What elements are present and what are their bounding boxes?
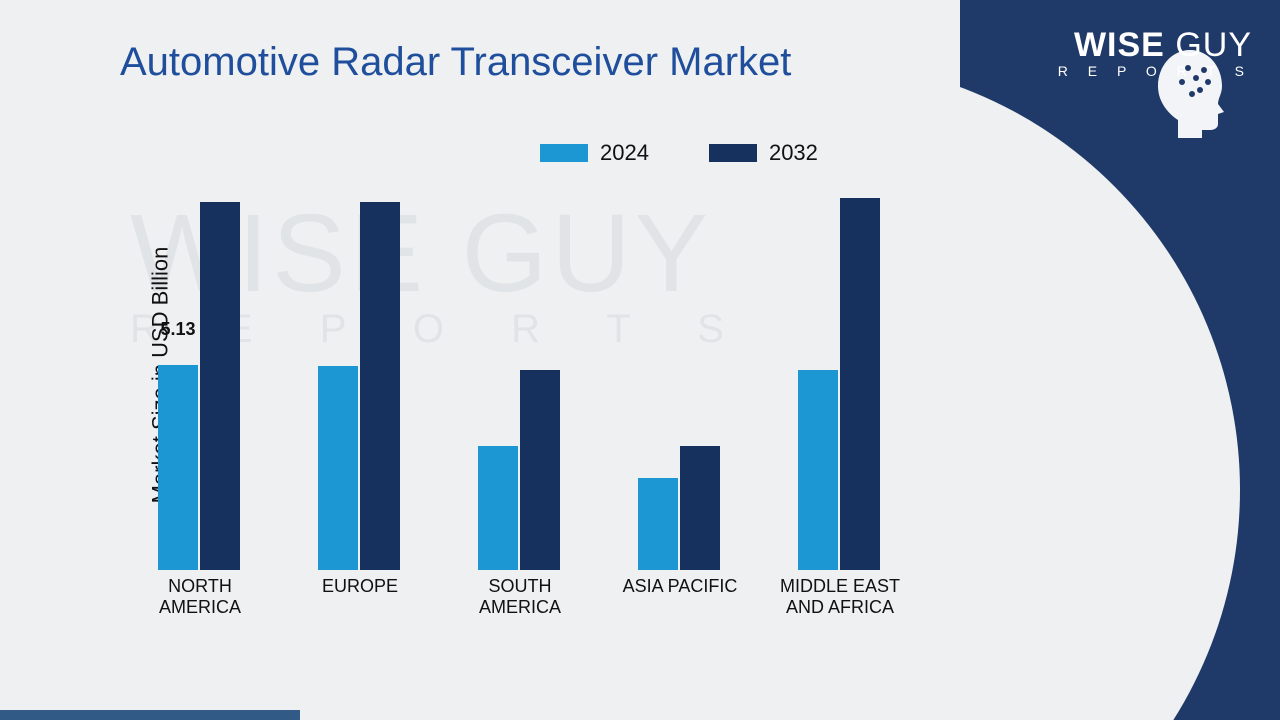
plot-area: NORTH AMERICAEUROPESOUTH AMERICAASIA PAC…	[140, 170, 940, 570]
legend-item-2032: 2032	[709, 140, 818, 166]
infographic-stage: WISE GUY R E P O R T S Automotive Radar …	[0, 0, 1280, 720]
bar	[200, 202, 240, 570]
legend-item-2024: 2024	[540, 140, 649, 166]
legend-swatch-2032	[709, 144, 757, 162]
bar	[318, 366, 358, 570]
bar-chart: Market Size in USD Billion 2024 2032 NOR…	[70, 140, 950, 610]
category-label: MIDDLE EAST AND AFRICA	[770, 570, 910, 617]
category-label: NORTH AMERICA	[130, 570, 270, 617]
bar-value-label: 5.13	[160, 319, 195, 340]
bar	[680, 446, 720, 570]
legend-label: 2024	[600, 140, 649, 166]
category-label: SOUTH AMERICA	[450, 570, 590, 617]
category-label: ASIA PACIFIC	[610, 570, 750, 597]
bar	[478, 446, 518, 570]
bar	[520, 370, 560, 570]
chart-title: Automotive Radar Transceiver Market	[120, 40, 791, 85]
right-panel	[960, 0, 1280, 720]
legend-label: 2032	[769, 140, 818, 166]
bar	[638, 478, 678, 570]
brand-logo: WISE GUY R E P O R T S	[1058, 28, 1252, 78]
bar	[798, 370, 838, 570]
bar	[158, 365, 198, 570]
head-icon	[1152, 48, 1228, 138]
bar	[360, 202, 400, 570]
bar	[840, 198, 880, 570]
legend-swatch-2024	[540, 144, 588, 162]
category-label: EUROPE	[290, 570, 430, 597]
legend: 2024 2032	[540, 140, 818, 166]
bottom-accent-bar	[0, 710, 300, 720]
